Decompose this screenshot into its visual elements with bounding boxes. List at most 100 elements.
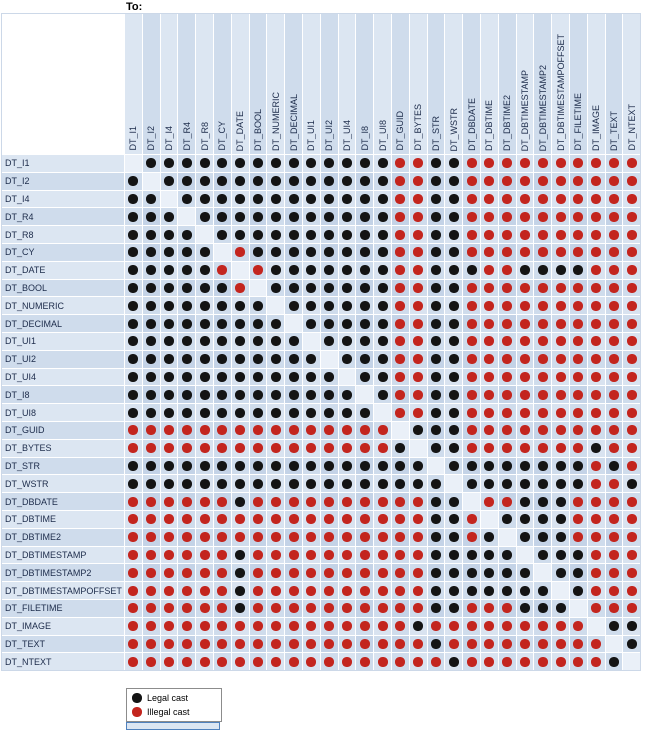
illegal-dot-icon xyxy=(306,656,317,667)
matrix-cell xyxy=(623,421,641,439)
legal-dot-icon xyxy=(199,318,210,329)
matrix-cell xyxy=(498,439,516,457)
legal-dot-icon xyxy=(163,300,174,311)
legal-dot-icon xyxy=(377,265,388,276)
matrix-cell xyxy=(409,582,427,599)
matrix-cell xyxy=(605,582,623,599)
matrix-cell xyxy=(587,457,605,475)
matrix-cell xyxy=(213,457,231,475)
legal-dot-icon xyxy=(430,478,441,489)
legal-dot-icon xyxy=(591,443,602,454)
matrix-cell xyxy=(302,190,320,208)
illegal-dot-icon xyxy=(128,585,139,596)
matrix-cell xyxy=(320,190,338,208)
illegal-dot-icon xyxy=(466,656,477,667)
matrix-cell xyxy=(142,564,160,582)
matrix-cell xyxy=(267,528,285,546)
illegal-dot-icon xyxy=(626,407,637,418)
row-label: DT_DATE xyxy=(2,261,124,279)
matrix-cell xyxy=(267,243,285,261)
illegal-dot-icon xyxy=(235,425,246,436)
legal-dot-icon xyxy=(502,514,513,525)
matrix-cell xyxy=(498,190,516,208)
illegal-dot-icon xyxy=(341,532,352,543)
matrix-cell xyxy=(196,226,213,243)
legal-dot-icon xyxy=(199,158,210,169)
legal-dot-icon xyxy=(519,496,530,507)
matrix-cell xyxy=(125,493,142,510)
illegal-dot-icon xyxy=(591,354,602,365)
legal-dot-icon xyxy=(448,532,459,543)
matrix-cell xyxy=(587,368,605,386)
matrix-cell xyxy=(160,421,178,439)
legal-dot-icon xyxy=(555,496,566,507)
matrix-cell xyxy=(409,653,427,671)
illegal-dot-icon xyxy=(163,443,174,454)
matrix-cell xyxy=(125,599,142,617)
matrix-cell xyxy=(178,226,196,243)
col-label: DT_TEXT xyxy=(605,14,623,154)
illegal-dot-icon xyxy=(270,585,281,596)
row-label: DT_TEXT xyxy=(2,635,124,653)
matrix-cell xyxy=(178,635,196,653)
matrix-cell xyxy=(142,208,160,226)
illegal-dot-icon xyxy=(626,158,637,169)
matrix-cell xyxy=(534,493,552,510)
legal-dot-icon xyxy=(573,478,584,489)
matrix-cell xyxy=(231,635,249,653)
legal-dot-icon xyxy=(163,247,174,258)
illegal-dot-icon xyxy=(146,585,157,596)
illegal-dot-icon xyxy=(217,425,228,436)
matrix-cell xyxy=(587,635,605,653)
matrix-cell xyxy=(178,279,196,297)
legal-dot-icon xyxy=(324,371,335,382)
matrix-cell xyxy=(231,368,249,386)
illegal-dot-icon xyxy=(181,425,192,436)
illegal-dot-icon xyxy=(270,549,281,560)
matrix-cell xyxy=(160,546,178,564)
matrix-cell xyxy=(178,261,196,279)
matrix-cell xyxy=(391,404,409,421)
matrix-cell xyxy=(249,439,267,457)
matrix-cell xyxy=(196,475,213,493)
matrix-cell xyxy=(623,368,641,386)
illegal-dot-icon xyxy=(146,638,157,649)
illegal-dot-icon xyxy=(359,443,370,454)
matrix-cell xyxy=(552,599,569,617)
illegal-dot-icon xyxy=(466,211,477,222)
matrix-cell xyxy=(445,155,463,172)
illegal-dot-icon xyxy=(413,318,424,329)
illegal-dot-icon xyxy=(217,603,228,614)
matrix-cell xyxy=(231,190,249,208)
legal-dot-icon xyxy=(324,229,335,240)
matrix-cell xyxy=(605,386,623,404)
illegal-dot-icon xyxy=(306,549,317,560)
matrix-cell xyxy=(498,457,516,475)
illegal-dot-icon xyxy=(217,621,228,632)
matrix-cell xyxy=(374,528,391,546)
legal-dot-icon xyxy=(306,478,317,489)
matrix-cell xyxy=(445,297,463,315)
matrix-cell xyxy=(498,528,516,546)
row-label: DT_NTEXT xyxy=(2,653,124,671)
matrix-cell xyxy=(534,261,552,279)
illegal-dot-icon xyxy=(555,389,566,400)
illegal-dot-icon xyxy=(163,496,174,507)
illegal-dot-icon xyxy=(377,567,388,578)
illegal-dot-icon xyxy=(591,585,602,596)
matrix-cell xyxy=(356,510,374,528)
illegal-dot-icon xyxy=(626,567,637,578)
matrix-cell xyxy=(516,546,534,564)
matrix-cell xyxy=(213,350,231,368)
matrix-cell xyxy=(480,528,498,546)
matrix-cell xyxy=(480,315,498,332)
matrix-cell xyxy=(302,457,320,475)
matrix-cell xyxy=(498,599,516,617)
illegal-dot-icon xyxy=(359,514,370,525)
matrix-cell xyxy=(125,226,142,243)
row-label: DT_UI8 xyxy=(2,404,124,421)
legal-dot-icon xyxy=(235,567,246,578)
legal-dot-icon xyxy=(430,229,441,240)
illegal-dot-icon xyxy=(591,567,602,578)
legal-dot-icon xyxy=(128,354,139,365)
